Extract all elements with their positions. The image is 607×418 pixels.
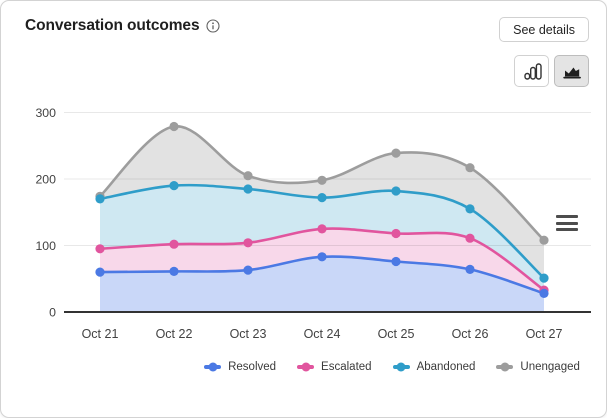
legend-marker-icon [392, 362, 410, 372]
point-resolved-5[interactable] [465, 264, 475, 274]
column-chart-icon [522, 61, 542, 81]
point-unengaged-6[interactable] [539, 235, 549, 245]
point-unengaged-2[interactable] [243, 171, 253, 181]
point-resolved-0[interactable] [95, 267, 105, 277]
legend-marker-icon [496, 362, 514, 372]
point-escalated-5[interactable] [465, 233, 475, 243]
point-abandoned-2[interactable] [243, 184, 253, 194]
area-chart-icon [562, 61, 582, 81]
point-abandoned-6[interactable] [539, 273, 549, 283]
y-tick-label: 100 [35, 239, 56, 253]
y-tick-label: 300 [35, 106, 56, 120]
point-abandoned-3[interactable] [317, 193, 327, 203]
see-details-button[interactable]: See details [499, 17, 589, 42]
x-tick-label: Oct 26 [452, 327, 489, 341]
point-resolved-4[interactable] [391, 256, 401, 267]
point-abandoned-5[interactable] [465, 204, 475, 214]
point-escalated-0[interactable] [95, 244, 105, 254]
legend-item-escalated[interactable]: Escalated [297, 361, 372, 373]
x-tick-label: Oct 24 [304, 327, 341, 341]
chart-area: 0 100 200 300 Oct 21 Oct 22 Oct 23 Oct 24 Oct 25… [1, 96, 606, 346]
x-tick-label: Oct 27 [526, 327, 563, 341]
chart-legend: Resolved Escalated Abandoned Unengaged [186, 361, 598, 373]
point-abandoned-1[interactable] [169, 181, 179, 191]
point-unengaged-5[interactable] [465, 163, 475, 173]
point-escalated-4[interactable] [391, 228, 401, 239]
legend-item-abandoned[interactable]: Abandoned [392, 361, 476, 373]
point-unengaged-1[interactable] [169, 121, 179, 132]
point-escalated-1[interactable] [169, 239, 179, 249]
card-header: Conversation outcomes [25, 17, 221, 35]
x-tick-label: Oct 22 [156, 327, 193, 341]
legend-item-resolved[interactable]: Resolved [204, 361, 276, 373]
info-icon[interactable] [206, 19, 221, 33]
column-chart-view-button[interactable] [514, 55, 549, 87]
point-resolved-3[interactable] [317, 252, 327, 262]
area-chart-view-button[interactable] [554, 55, 589, 87]
hamburger-icon [556, 215, 578, 218]
point-resolved-2[interactable] [243, 265, 253, 275]
point-escalated-2[interactable] [243, 238, 253, 248]
point-unengaged-3[interactable] [317, 175, 327, 185]
point-resolved-1[interactable] [169, 266, 179, 276]
chart-view-toggle [514, 55, 589, 87]
point-abandoned-0[interactable] [95, 194, 105, 204]
x-tick-label: Oct 21 [82, 327, 119, 341]
legend-label: Resolved [228, 361, 277, 373]
legend-label: Unengaged [520, 361, 580, 373]
page-title: Conversation outcomes [25, 17, 200, 34]
x-tick-label: Oct 23 [230, 327, 267, 341]
legend-marker-icon [297, 362, 315, 372]
legend-marker-icon [204, 362, 222, 372]
y-tick-label: 200 [35, 173, 56, 187]
point-abandoned-4[interactable] [391, 186, 401, 196]
y-tick-label: 0 [49, 306, 56, 320]
point-resolved-6[interactable] [539, 288, 549, 298]
x-tick-label: Oct 25 [378, 327, 415, 341]
legend-item-unengaged[interactable]: Unengaged [496, 361, 580, 373]
outcomes-chart: 0 100 200 300 Oct 21 Oct 22 Oct 23 Oct 24 Oct 25… [35, 106, 591, 341]
chart-context-menu-button[interactable] [554, 213, 580, 233]
legend-label: Escalated [321, 361, 372, 373]
legend-label: Abandoned [416, 361, 476, 373]
point-escalated-3[interactable] [317, 224, 327, 234]
point-unengaged-4[interactable] [391, 148, 401, 158]
area-resolved [100, 256, 544, 312]
